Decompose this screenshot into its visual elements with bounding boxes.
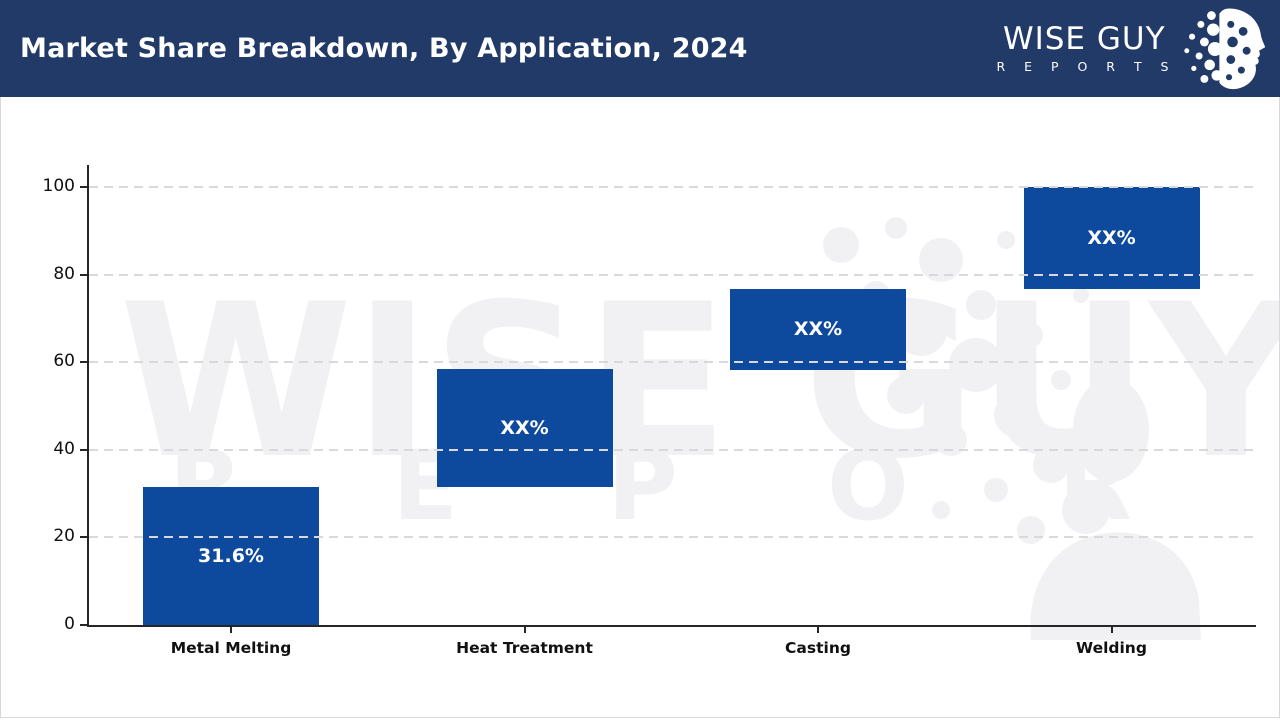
gridline-100 [89,186,1255,188]
chart-panel: WISE GUY R E P O R T S [0,97,1280,718]
bar-metal-melting [143,486,319,625]
bar-value-label-metal-melting: 31.6% [198,544,264,567]
gridline-60 [89,361,1255,364]
x-tick-mark-heat-treatment [523,627,526,633]
x-axis-line [87,625,1256,627]
bar-welding [1023,187,1200,290]
y-tick-label-60: 60 [53,351,75,372]
y-tick-mark-80 [80,273,88,276]
header: Market Share Breakdown, By Application, … [0,0,1280,97]
y-tick-mark-0 [80,624,88,626]
x-axis-label-heat-treatment: Heat Treatment [456,639,593,657]
y-tick-label-0: 0 [64,614,75,634]
y-tick-label-20: 20 [53,526,75,547]
bar-value-label-welding: XX% [1087,227,1136,250]
y-tick-mark-20 [80,536,88,539]
x-axis-label-welding: Welding [1076,639,1147,657]
bar-value-label-heat-treatment: XX% [500,416,549,439]
waterfall-chart: WISE GUY R E P O R T S [1,97,1279,717]
x-tick-mark-welding [1110,627,1113,633]
bar-heat-treatment [436,368,613,487]
gridline-20 [89,536,1255,539]
wiseguy-logo: WISE GUY R E P O R T S [992,5,1266,93]
y-tick-mark-100 [80,186,88,188]
wiseguy-head-icon [1184,8,1266,89]
y-tick-label-40: 40 [53,438,75,459]
y-tick-mark-60 [80,361,88,364]
page-title: Market Share Breakdown, By Application, … [20,33,748,64]
gridline-80 [89,273,1255,276]
x-tick-mark-casting [817,627,819,633]
y-axis-line [87,165,89,627]
gridline-40 [89,448,1255,451]
logo-subtitle: R E P O R T S [996,58,1176,74]
x-axis-label-casting: Casting [785,639,851,657]
bar-value-label-casting: XX% [793,318,843,341]
x-tick-mark-metal-melting [230,627,232,633]
y-tick-label-100: 100 [42,176,75,196]
y-tick-mark-40 [80,448,88,451]
y-tick-label-80: 80 [53,263,75,284]
logo-wordmark: WISE GUY [1002,21,1166,58]
bar-casting [730,289,906,370]
x-axis-label-metal-melting: Metal Melting [170,639,292,657]
